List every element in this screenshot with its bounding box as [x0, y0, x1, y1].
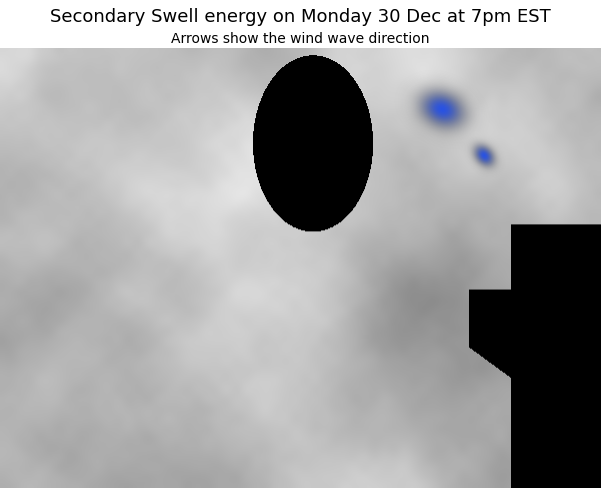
Text: Secondary Swell energy on Monday 30 Dec at 7pm EST: Secondary Swell energy on Monday 30 Dec … [50, 8, 551, 26]
Text: Arrows show the wind wave direction: Arrows show the wind wave direction [171, 32, 430, 46]
